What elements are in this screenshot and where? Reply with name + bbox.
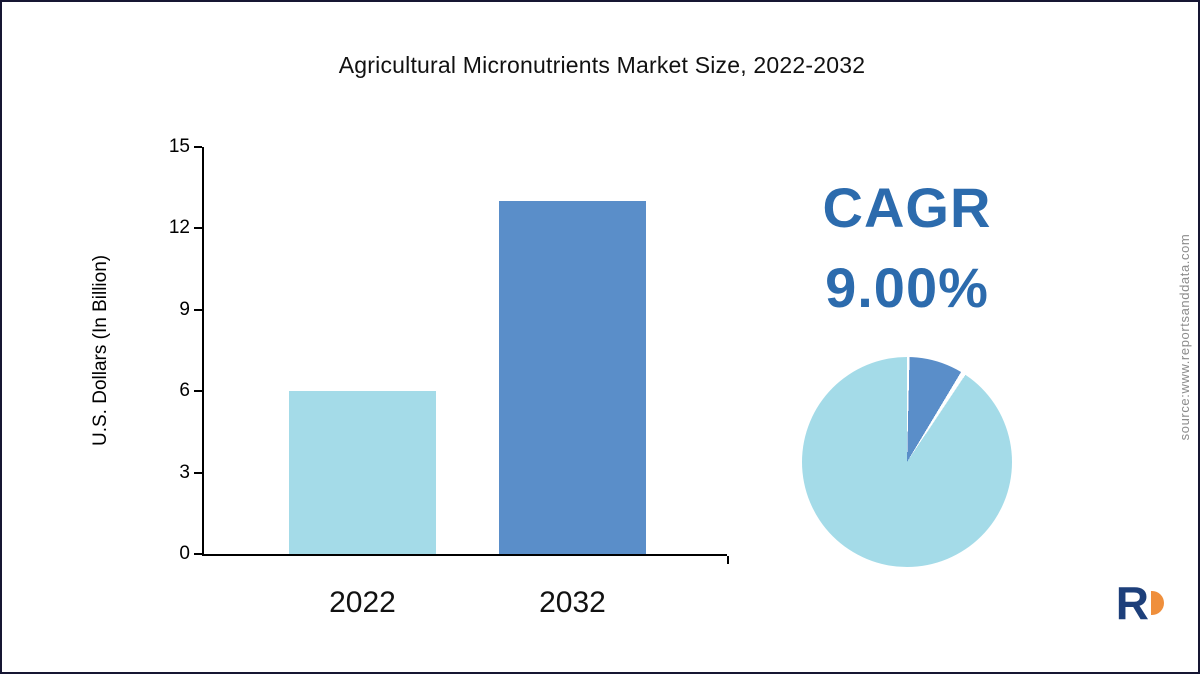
y-axis-label: U.S. Dollars (In Billion) (90, 254, 111, 447)
x-axis-end-tick (727, 556, 729, 564)
cagr-label: CAGR (822, 176, 992, 239)
y-tick-mark (194, 471, 202, 474)
y-tick-label: 12 (168, 217, 190, 239)
y-tick-mark (194, 308, 202, 311)
y-tick-label: 0 (179, 543, 190, 564)
y-tick-label: 15 (168, 136, 190, 157)
y-tick-mark (194, 227, 202, 230)
y-tick-mark (194, 553, 202, 555)
logo-letter: R (1115, 577, 1149, 629)
bar-2022 (289, 391, 436, 554)
y-tick-mark (194, 146, 202, 148)
pie-chart (802, 357, 1012, 567)
y-tick-mark (194, 390, 202, 393)
cagr-value: 9.00% (825, 256, 989, 319)
y-tick-label: 3 (179, 461, 190, 483)
y-tick-label: 9 (179, 298, 190, 320)
plot-area: 0 3 6 9 12 15 2022 2032 (169, 136, 729, 619)
reportsanddata-logo: R (1116, 580, 1164, 626)
bar-2032 (499, 201, 646, 554)
cagr-block: CAGR 9.00% (772, 180, 1042, 316)
y-tick-label: 6 (179, 380, 190, 402)
source-note: source:www.reportsanddata.com (1177, 233, 1192, 441)
chart-title: Agricultural Micronutrients Market Size,… (338, 52, 866, 78)
logo-accent-shape (1151, 591, 1164, 615)
x-tick-label: 2032 (539, 586, 606, 619)
x-tick-label: 2022 (329, 586, 396, 619)
